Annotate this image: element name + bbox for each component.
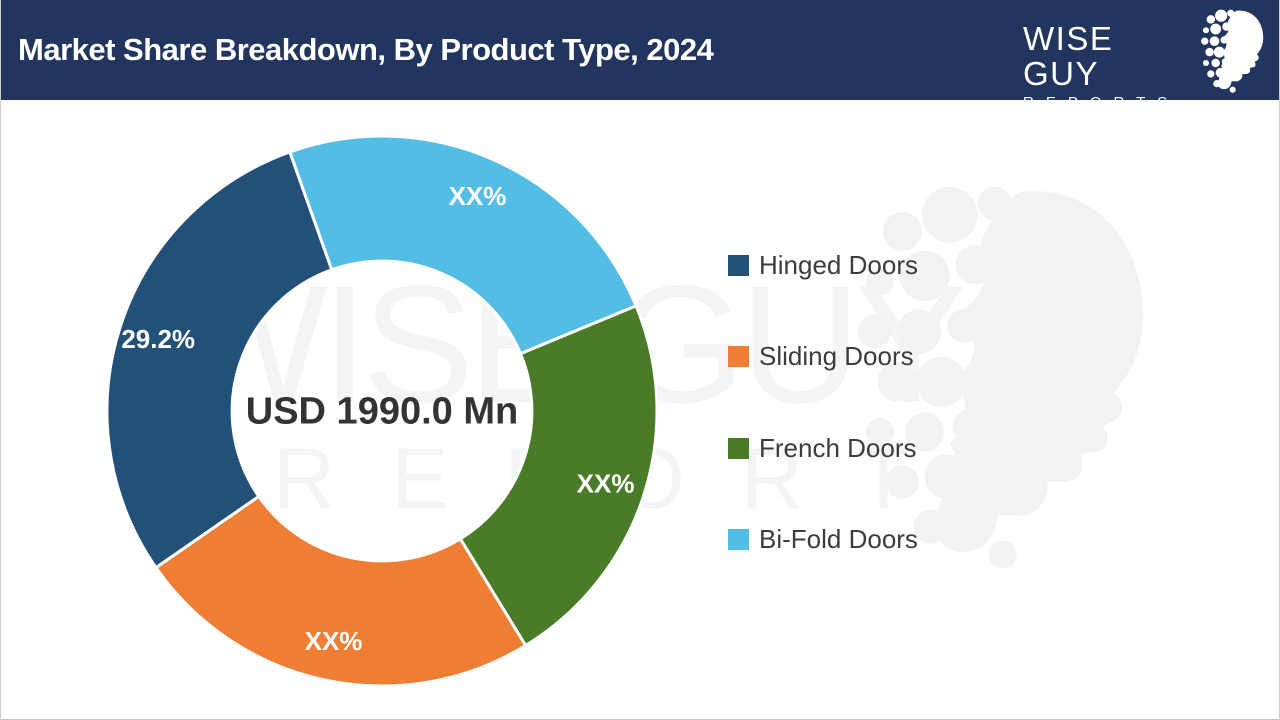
slice-label-sliding-doors: XX%	[305, 626, 363, 656]
slice-label-bi-fold-doors: XX%	[449, 181, 507, 211]
legend: Hinged Doors Sliding Doors French Doors Bi-…	[728, 250, 918, 554]
donut-chart: XX% XX% XX% 29.2%	[105, 134, 659, 688]
legend-label-bi-fold-doors: Bi-Fold Doors	[759, 523, 918, 554]
legend-swatch-french-doors	[728, 437, 749, 459]
donut-segment-hinged-doors	[105, 150, 334, 570]
wiseguy-logo: WISE GUY REPORTS	[1023, 4, 1273, 111]
donut-segment-bi-fold-doors	[287, 134, 639, 356]
legend-item-french-doors: French Doors	[728, 432, 918, 463]
legend-swatch-sliding-doors	[728, 346, 749, 368]
donut-center-value: USD 1990.0 Mn	[245, 390, 519, 433]
legend-label-hinged-doors: Hinged Doors	[759, 250, 918, 280]
logo-subtitle: REPORTS	[1023, 94, 1180, 112]
legend-item-bi-fold-doors: Bi-Fold Doors	[728, 523, 918, 554]
logo-text: WISE GUY REPORTS	[1023, 20, 1187, 112]
header: Market Share Breakdown, By Product Type,…	[1, 0, 1279, 111]
legend-item-sliding-doors: Sliding Doors	[728, 341, 918, 372]
page-title: Market Share Breakdown, By Product Type,…	[18, 32, 714, 67]
donut-segment-sliding-doors	[153, 494, 528, 688]
donut-segment-french-doors	[458, 303, 659, 648]
slice-label-hinged-doors: 29.2%	[121, 324, 195, 354]
legend-label-french-doors: French Doors	[759, 432, 917, 463]
legend-swatch-bi-fold-doors	[728, 528, 749, 550]
legend-swatch-hinged-doors	[728, 255, 749, 276]
logo-wordmark: WISE GUY	[1023, 20, 1114, 92]
logo-face-icon	[1201, 9, 1264, 93]
legend-item-hinged-doors: Hinged Doors	[728, 250, 918, 280]
slice-label-french-doors: XX%	[577, 469, 635, 499]
legend-label-sliding-doors: Sliding Doors	[759, 341, 914, 372]
